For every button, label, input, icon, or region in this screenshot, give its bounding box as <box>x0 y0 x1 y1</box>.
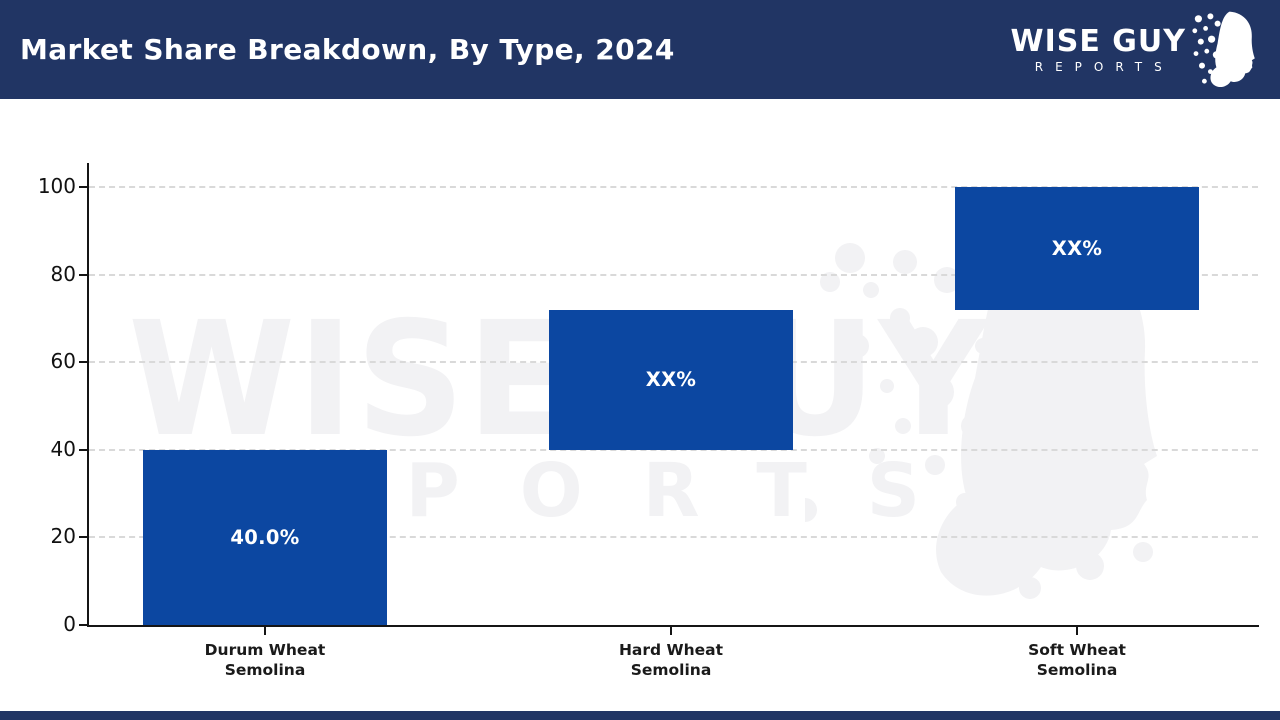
x-axis-line <box>87 625 1259 627</box>
watermark-face-graphic <box>805 225 1157 599</box>
grid-line <box>89 448 1258 451</box>
bar-value-label: XX% <box>645 368 697 392</box>
logo-subtitle: REPORTS <box>1034 59 1174 74</box>
y-tick <box>79 448 87 451</box>
y-tick-label: 100 <box>37 174 76 198</box>
logo-face-icon <box>1192 11 1255 87</box>
y-tick <box>79 186 87 188</box>
watermark-face-silhouette <box>936 225 1157 596</box>
y-tick <box>79 361 87 364</box>
bar-segment: 40.0% <box>143 449 387 625</box>
y-tick-label: 40 <box>50 436 76 461</box>
x-tick <box>670 627 672 635</box>
grid-line <box>89 273 1258 276</box>
footer-bar <box>0 711 1280 720</box>
y-tick-label: 0 <box>63 612 76 636</box>
y-tick-label: 20 <box>50 524 76 549</box>
x-tick <box>1076 627 1078 635</box>
wise-guy-reports-logo: WISE GUY REPORTS <box>1010 8 1262 92</box>
y-axis-line <box>87 163 89 627</box>
x-tick <box>264 627 266 635</box>
bar-segment: XX% <box>955 187 1199 310</box>
y-tick-label: 60 <box>50 349 76 374</box>
grid-line <box>89 186 1258 188</box>
chart-title: Market Share Breakdown, By Type, 2024 <box>20 33 675 66</box>
grid-line <box>89 536 1258 539</box>
y-tick-label: 80 <box>50 261 76 286</box>
logo-wordmark: WISE GUY <box>1010 23 1186 59</box>
y-tick <box>79 273 87 276</box>
x-axis-label: Soft Wheat Semolina <box>1028 641 1126 679</box>
x-axis-label: Hard Wheat Semolina <box>618 641 724 679</box>
y-tick <box>79 536 87 539</box>
x-axis-label: Durum Wheat Semolina <box>204 641 326 679</box>
bar-value-label: 40.0% <box>230 525 300 549</box>
bar-value-label: XX% <box>1051 236 1103 260</box>
bar-segment: XX% <box>549 309 793 450</box>
logo-text: WISE GUY REPORTS <box>1010 23 1186 74</box>
header-bar: Market Share Breakdown, By Type, 2024 WI… <box>0 0 1280 99</box>
y-tick <box>79 624 87 626</box>
